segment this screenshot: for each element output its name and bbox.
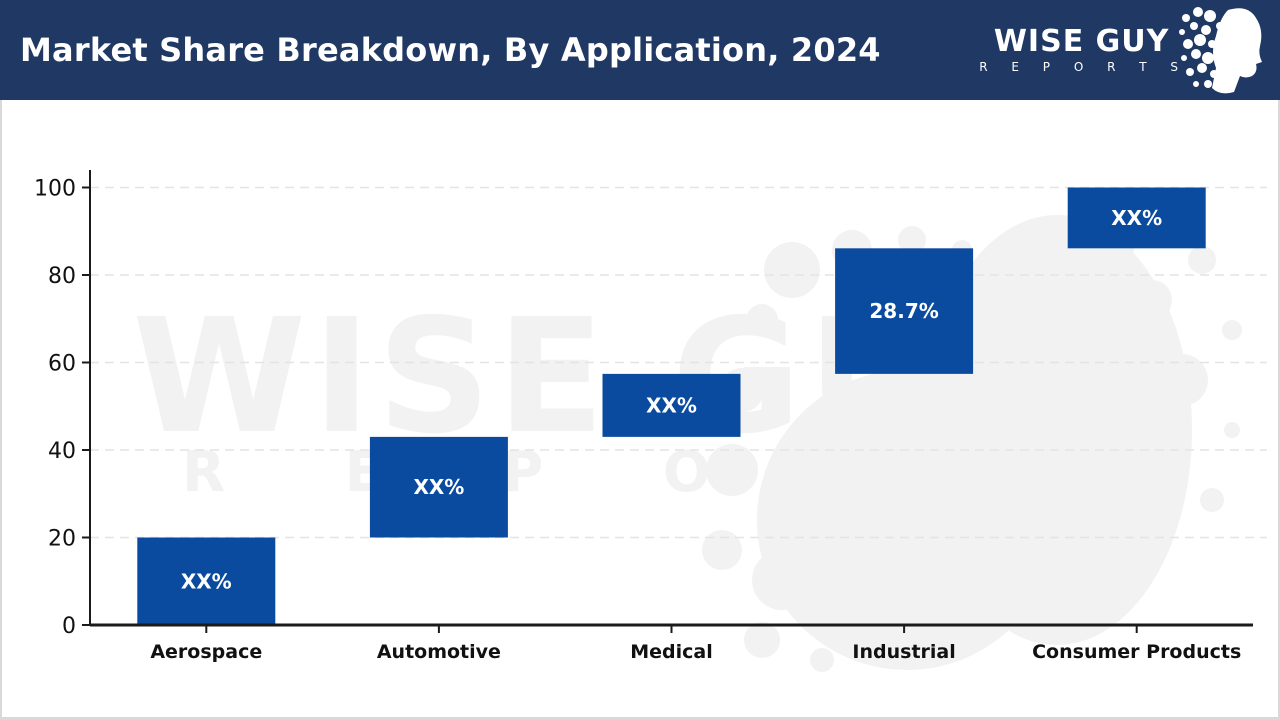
x-tick-label: Automotive [377,641,501,663]
bar [602,373,741,437]
y-tick-label: 80 [48,264,76,289]
wiseguy-logo-text: WISE GUY R E P O R T S [975,26,1188,74]
logo-face-icon [1179,7,1262,94]
y-tick-label: 0 [62,614,76,639]
bar-label: XX% [1111,206,1162,230]
y-tick-label: 60 [48,352,76,377]
bar [137,537,276,625]
bar-label: XX% [181,569,232,593]
header: Market Share Breakdown, By Application, … [0,0,1280,100]
x-tick-label: Aerospace [150,641,262,663]
y-tick-label: 40 [48,439,76,464]
y-tick-label: 20 [48,527,76,552]
watermark-face-icon [702,202,1242,672]
x-tick-label: Medical [630,641,713,663]
y-tick-label: 100 [34,177,76,202]
x-tick-label: Industrial [852,641,955,663]
bar [369,436,508,538]
page-title: Market Share Breakdown, By Application, … [20,31,881,69]
bar-label: 28.7% [869,299,938,323]
bar [835,248,974,374]
x-tick-label: Consumer Products [1032,641,1241,663]
wiseguy-logo: WISE GUY R E P O R T S [975,4,1266,96]
logo-wordmark: WISE GUY [993,24,1170,60]
bar-label: XX% [646,393,697,417]
logo-subtitle: R E P O R T S [979,59,1188,74]
bar-label: XX% [413,475,464,499]
bar [1067,187,1206,249]
